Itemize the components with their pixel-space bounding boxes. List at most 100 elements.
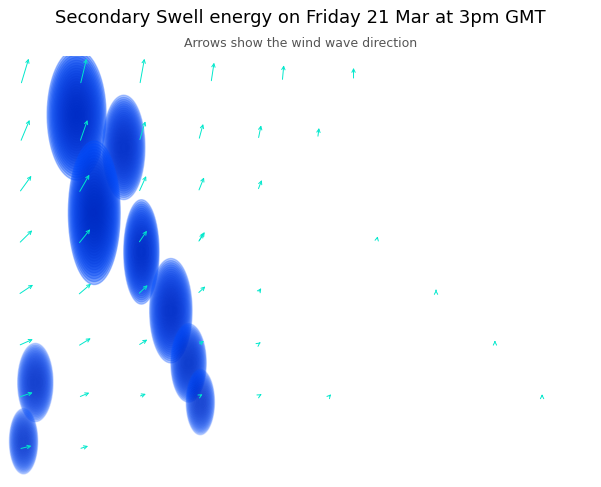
Polygon shape <box>173 329 204 397</box>
Polygon shape <box>111 116 136 178</box>
Polygon shape <box>54 65 99 164</box>
Polygon shape <box>74 155 115 270</box>
Polygon shape <box>53 63 100 167</box>
Polygon shape <box>12 414 35 468</box>
Polygon shape <box>171 324 206 402</box>
Polygon shape <box>193 385 207 419</box>
Polygon shape <box>69 141 120 284</box>
Polygon shape <box>172 325 206 400</box>
Polygon shape <box>24 358 46 407</box>
Polygon shape <box>153 267 189 355</box>
Polygon shape <box>162 288 180 333</box>
Polygon shape <box>128 212 155 291</box>
Polygon shape <box>131 221 152 283</box>
Polygon shape <box>109 112 138 183</box>
Polygon shape <box>174 330 203 396</box>
Polygon shape <box>180 344 197 381</box>
Polygon shape <box>22 353 49 412</box>
Polygon shape <box>112 119 135 176</box>
Polygon shape <box>73 152 116 273</box>
Polygon shape <box>56 71 96 159</box>
Polygon shape <box>17 343 53 422</box>
Polygon shape <box>55 68 97 161</box>
Polygon shape <box>160 284 182 337</box>
Polygon shape <box>180 343 198 383</box>
Polygon shape <box>130 219 153 285</box>
Polygon shape <box>81 176 108 249</box>
Polygon shape <box>191 381 209 423</box>
Polygon shape <box>126 206 157 298</box>
Polygon shape <box>109 110 139 185</box>
Polygon shape <box>192 384 208 420</box>
Polygon shape <box>107 106 141 189</box>
Polygon shape <box>177 338 200 388</box>
Polygon shape <box>47 50 106 180</box>
Polygon shape <box>186 370 215 435</box>
Polygon shape <box>25 359 46 406</box>
Polygon shape <box>156 273 186 348</box>
Polygon shape <box>124 200 159 304</box>
Polygon shape <box>21 351 49 413</box>
Polygon shape <box>58 74 95 156</box>
Polygon shape <box>127 210 156 294</box>
Polygon shape <box>134 229 149 274</box>
Polygon shape <box>82 179 106 246</box>
Polygon shape <box>16 425 31 458</box>
Polygon shape <box>19 345 52 420</box>
Polygon shape <box>20 348 51 417</box>
Polygon shape <box>155 271 187 350</box>
Polygon shape <box>192 383 209 421</box>
Polygon shape <box>157 276 185 346</box>
Polygon shape <box>13 418 34 465</box>
Polygon shape <box>60 79 93 151</box>
Polygon shape <box>10 409 38 474</box>
Polygon shape <box>104 99 143 195</box>
Text: Secondary Swell energy on Friday 21 Mar at 3pm GMT: Secondary Swell energy on Friday 21 Mar … <box>55 9 546 27</box>
Polygon shape <box>15 422 32 461</box>
Polygon shape <box>70 147 118 279</box>
Polygon shape <box>111 114 137 181</box>
Polygon shape <box>11 412 36 470</box>
Polygon shape <box>159 282 183 339</box>
Polygon shape <box>132 225 150 279</box>
Polygon shape <box>190 377 211 427</box>
Polygon shape <box>188 372 213 432</box>
Polygon shape <box>52 60 101 169</box>
Polygon shape <box>63 84 90 146</box>
Polygon shape <box>108 108 140 187</box>
Polygon shape <box>125 204 157 300</box>
Polygon shape <box>103 97 144 198</box>
Polygon shape <box>77 165 112 261</box>
Polygon shape <box>105 102 142 193</box>
Polygon shape <box>64 87 89 143</box>
Polygon shape <box>70 144 119 281</box>
Polygon shape <box>187 371 214 433</box>
Polygon shape <box>127 208 156 296</box>
Polygon shape <box>48 52 105 177</box>
Polygon shape <box>161 286 181 335</box>
Polygon shape <box>132 223 151 281</box>
Polygon shape <box>84 185 105 241</box>
Polygon shape <box>23 356 47 409</box>
Polygon shape <box>152 265 189 356</box>
Polygon shape <box>72 150 117 276</box>
Polygon shape <box>130 217 153 287</box>
Polygon shape <box>174 332 203 394</box>
Polygon shape <box>20 350 50 415</box>
Polygon shape <box>150 261 191 361</box>
Polygon shape <box>178 340 199 386</box>
Polygon shape <box>16 423 31 459</box>
Polygon shape <box>65 90 88 140</box>
Polygon shape <box>175 333 202 393</box>
Polygon shape <box>172 327 205 399</box>
Polygon shape <box>177 337 201 389</box>
Polygon shape <box>14 421 32 462</box>
Polygon shape <box>191 379 210 426</box>
Polygon shape <box>129 215 154 289</box>
Polygon shape <box>79 170 109 255</box>
Polygon shape <box>13 415 35 467</box>
Polygon shape <box>179 341 198 385</box>
Polygon shape <box>11 412 37 471</box>
Polygon shape <box>10 410 37 472</box>
Polygon shape <box>189 376 212 428</box>
